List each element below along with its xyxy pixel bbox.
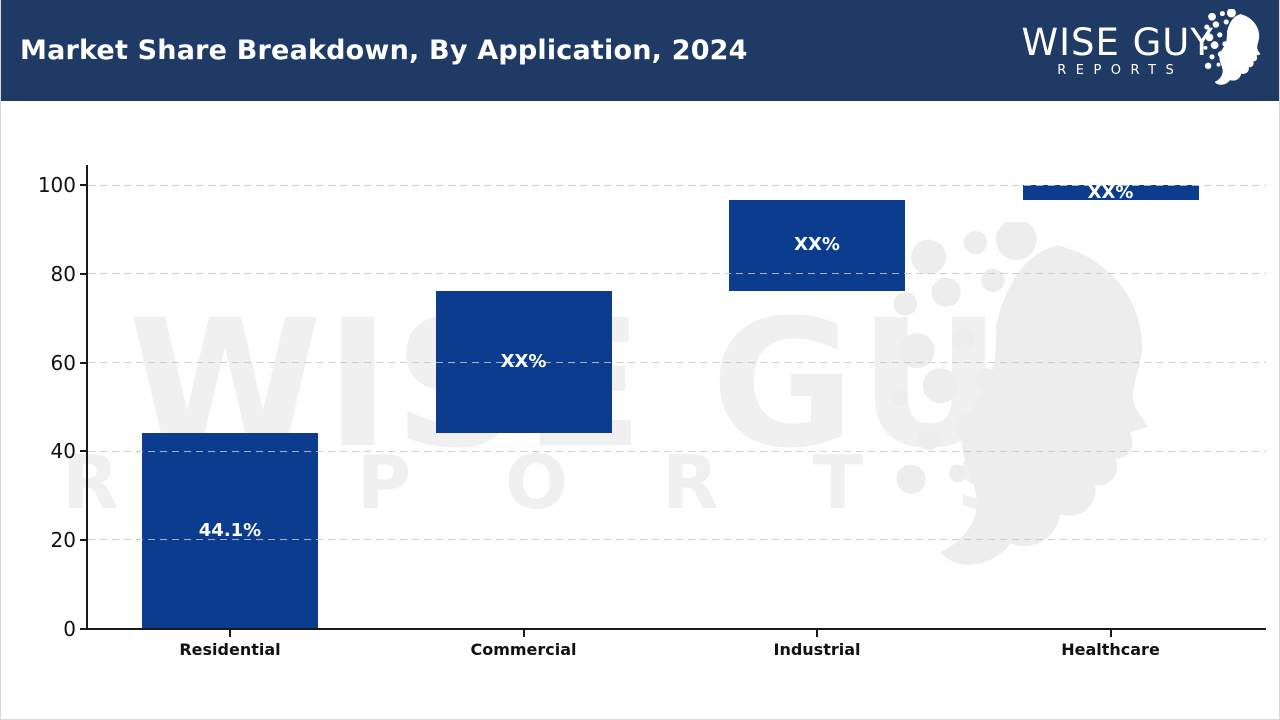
x-axis-tick	[816, 629, 818, 637]
y-axis-tick-label: 40	[50, 439, 76, 464]
bar-healthcare	[1022, 185, 1199, 200]
bar-label-healthcare: XX%	[1087, 185, 1134, 200]
category-label-industrial: Industrial	[773, 639, 861, 659]
bar-industrial	[729, 199, 905, 291]
wiseguy-logo-line2: REPORTS	[1057, 63, 1184, 79]
x-axis-tick	[229, 629, 231, 637]
y-axis-tick	[80, 538, 87, 541]
gridline-y20	[88, 539, 1266, 541]
gridline-y40	[88, 450, 1266, 452]
bar-label-healthcare-outer: XX%	[1087, 181, 1134, 203]
page-title: Market Share Breakdown, By Application, …	[20, 35, 748, 66]
y-axis-tick-label: 80	[50, 261, 76, 286]
y-axis-tick-label: 100	[37, 173, 76, 198]
x-axis-line	[86, 627, 1266, 630]
category-label-healthcare: Healthcare	[1061, 639, 1160, 659]
gridline-y80	[88, 273, 1266, 275]
y-axis-tick	[80, 361, 87, 364]
y-axis-tick-label: 0	[63, 616, 76, 641]
wiseguy-logo-line1: WISE GUY	[1021, 20, 1214, 64]
y-axis-tick	[80, 184, 87, 187]
y-axis-line	[86, 165, 88, 630]
bar-residential	[142, 433, 318, 629]
y-axis-tick	[80, 450, 87, 453]
wiseguy-logo: WISE GUY REPORTS	[1022, 8, 1268, 94]
watermark-face-icon	[890, 222, 1148, 565]
bar-commercial	[435, 290, 612, 434]
y-axis-tick-label: 60	[50, 350, 76, 375]
gridline-y100	[88, 184, 1266, 186]
bar-label-residential: 44.1%	[198, 519, 262, 541]
y-axis-tick	[80, 272, 87, 275]
x-axis-tick	[1109, 629, 1112, 637]
header: Market Share Breakdown, By Application, …	[0, 0, 1280, 101]
category-label-commercial: Commercial	[470, 639, 577, 659]
category-label-residential: Residential	[179, 639, 281, 659]
bar-label-commercial: XX%	[500, 350, 547, 372]
wiseguy-logo-text: WISE GUY REPORTS	[1021, 20, 1214, 79]
gridline-y60	[88, 362, 1266, 364]
y-axis-tick	[80, 627, 87, 630]
bar-label-healthcare-clip: XX%	[1023, 185, 1199, 200]
y-axis-tick-label: 20	[50, 527, 76, 552]
wiseguy-face-icon	[1203, 9, 1261, 85]
x-axis-tick	[522, 629, 525, 637]
bar-label-industrial: XX%	[794, 234, 840, 256]
